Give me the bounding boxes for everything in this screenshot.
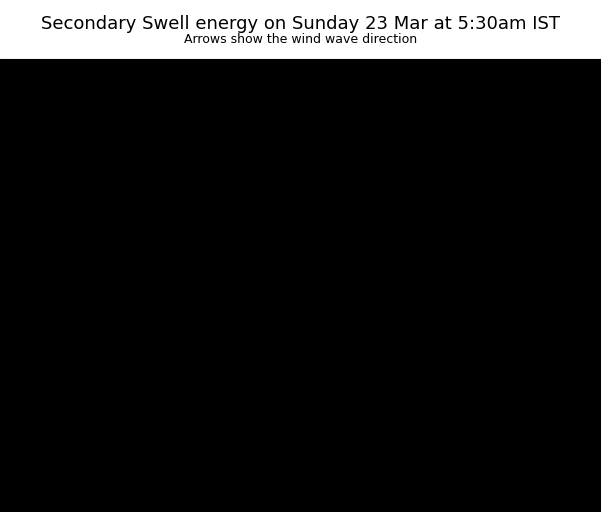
Text: Arrows show the wind wave direction: Arrows show the wind wave direction — [184, 33, 417, 46]
Text: Secondary Swell energy on Sunday 23 Mar at 5:30am IST: Secondary Swell energy on Sunday 23 Mar … — [41, 15, 560, 33]
